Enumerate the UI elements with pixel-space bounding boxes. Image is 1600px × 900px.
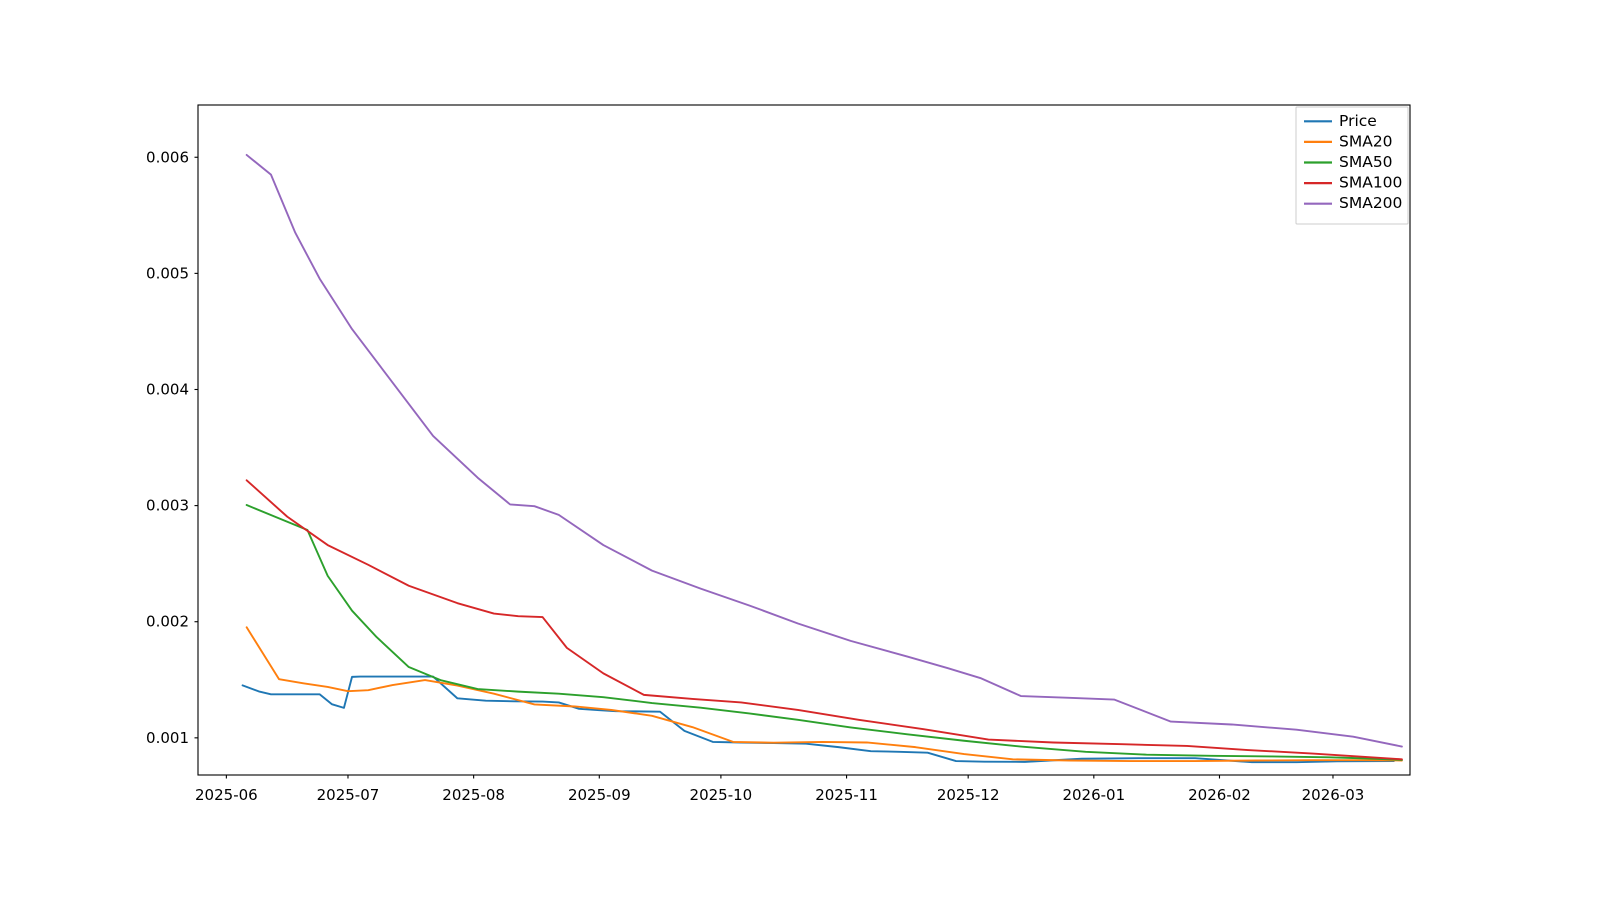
x-tick-label: 2026-01 [1062,786,1125,804]
y-tick-label: 0.001 [146,729,189,747]
x-tick-label: 2026-02 [1188,786,1251,804]
axis-tickmarks [194,156,1334,779]
legend-frame [1295,106,1409,225]
legend-label-price: Price [1339,112,1377,130]
y-tick-label: 0.006 [146,148,189,166]
x-tick-label: 2025-11 [815,786,878,804]
axes-background [198,105,1410,775]
y-tick-label: 0.004 [146,380,189,398]
legend-label-sma20: SMA20 [1339,132,1393,150]
x-tick-label: 2025-09 [568,786,631,804]
series-line-sma200 [245,153,1403,748]
legend-label-sma200: SMA200 [1339,194,1402,212]
series-line-sma50 [245,504,1403,761]
x-tick-label: 2025-06 [195,786,258,804]
x-tick-label: 2025-08 [442,786,505,804]
x-axis-tick-labels: 2025-06 2025-07 2025-08 2025-09 2025-10 2025-… [195,786,1364,804]
x-tick-label: 2025-12 [937,786,1000,804]
legend-label-sma50: SMA50 [1339,153,1393,171]
y-tick-label: 0.002 [146,613,189,631]
chart-legend: Price SMA20 SMA50 SMA100 SMA200 [1295,106,1409,225]
y-tick-label: 0.005 [146,264,189,282]
series-line-sma20 [245,626,1403,763]
x-tick-label: 2025-07 [317,786,380,804]
axes-spines [197,104,1411,776]
series-line-sma100 [245,479,1403,761]
x-tick-label: 2026-03 [1302,786,1365,804]
legend-label-sma100: SMA100 [1339,174,1402,192]
x-tick-label: 2025-10 [690,786,753,804]
y-tick-label: 0.003 [146,497,189,515]
data-series-group [241,153,1403,764]
y-axis-tick-labels: 0.001 0.002 0.003 0.004 0.005 0.006 [146,148,189,747]
